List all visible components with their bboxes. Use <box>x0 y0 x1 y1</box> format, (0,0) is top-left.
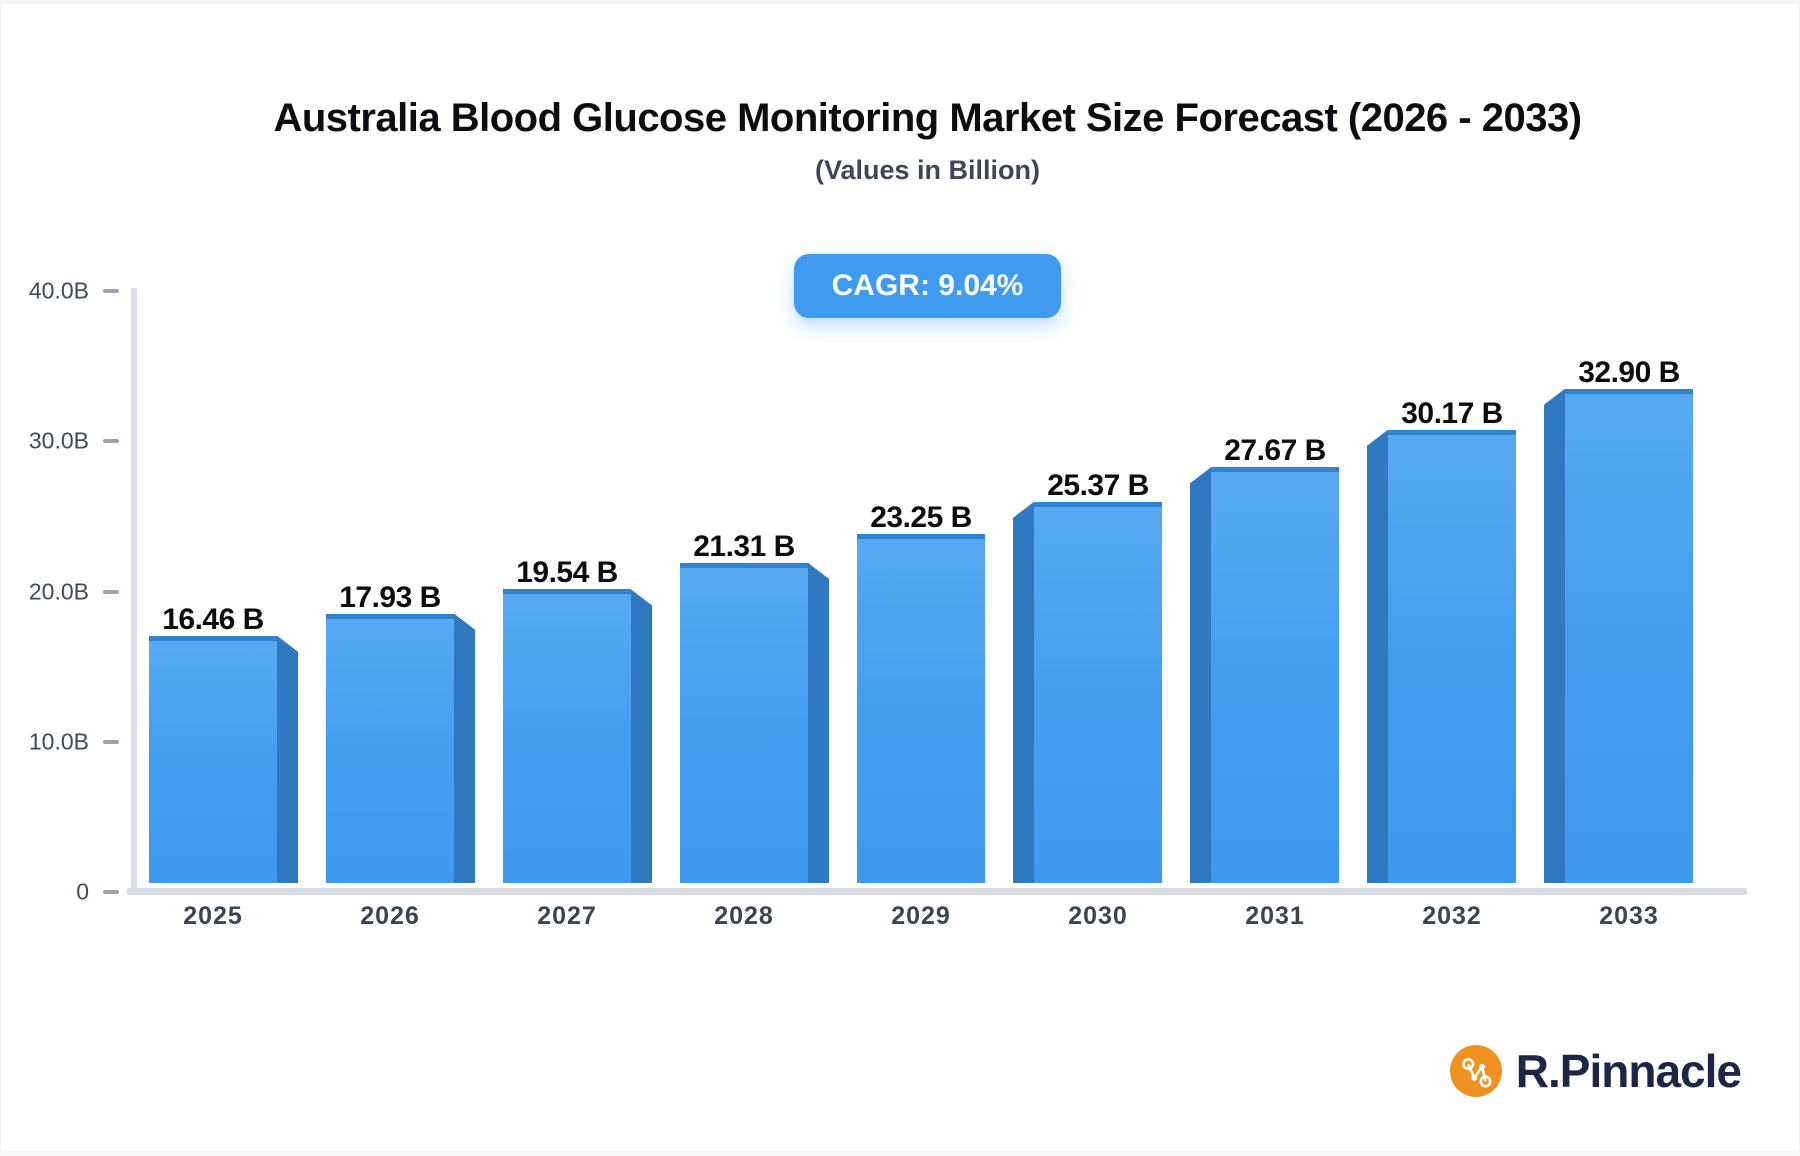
badge-row: CAGR: 9.04% <box>76 254 1779 318</box>
bar-value-label: 30.17 B <box>1401 396 1503 430</box>
bar-front <box>503 589 631 883</box>
bar-front <box>680 562 808 883</box>
bar-value-label: 27.67 B <box>1224 434 1326 468</box>
cagr-badge: CAGR: 9.04% <box>793 254 1062 318</box>
y-tick-label: 40.0B <box>28 277 89 304</box>
x-tick-label: 2032 <box>1422 902 1482 930</box>
x-tick-label: 2029 <box>891 902 951 930</box>
bar-side <box>1190 467 1211 883</box>
x-tick-label: 2028 <box>714 902 774 930</box>
y-tick-label: 0 <box>76 878 89 905</box>
bar-value-label: 32.90 B <box>1578 355 1680 389</box>
bar-value-label: 21.31 B <box>693 529 795 563</box>
bar-side <box>454 613 475 883</box>
x-tick-label: 2027 <box>537 902 597 930</box>
bar-value-label: 23.25 B <box>870 500 972 534</box>
bar-side <box>808 562 829 883</box>
x-tick-label: 2033 <box>1599 902 1659 930</box>
bar-front <box>1211 467 1339 883</box>
bar-front <box>326 613 454 883</box>
chart-header: Australia Blood Glucose Monitoring Marke… <box>76 96 1779 186</box>
bar-front <box>857 533 985 883</box>
x-tick-label: 2025 <box>183 902 243 930</box>
y-tick-dash <box>103 439 119 444</box>
bar-value-label: 25.37 B <box>1047 468 1149 502</box>
y-tick-dash <box>103 739 119 744</box>
network-nodes-icon <box>1449 1045 1502 1097</box>
bar-side <box>277 635 298 883</box>
bar-side <box>1367 429 1388 883</box>
y-tick-label: 10.0B <box>28 728 89 755</box>
bar-front <box>149 635 277 883</box>
bar-value-label: 16.46 B <box>162 602 264 636</box>
bar-chart: 40.0B 30.0B 20.0B 10.0B 0 16.46 B 2025 17.93 B 2… <box>1 4 1799 1151</box>
y-tick-label: 20.0B <box>28 578 89 604</box>
page-title: Australia Blood Glucose Monitoring Marke… <box>273 96 1582 140</box>
page-subtitle: (Values in Billion) <box>814 155 1041 185</box>
y-tick-dash <box>103 890 119 894</box>
brand-logo: R.Pinnacle <box>1449 1044 1742 1098</box>
bar-front <box>1034 501 1162 883</box>
brand-name: R.Pinnacle <box>1515 1045 1742 1097</box>
y-axis-line <box>131 288 137 892</box>
bar-side <box>1544 388 1565 883</box>
bar-side <box>1013 501 1034 883</box>
bar-front <box>1388 429 1516 883</box>
bar-side <box>631 589 652 883</box>
y-tick-dash <box>103 589 119 594</box>
bar-value-label: 17.93 B <box>339 580 441 614</box>
x-tick-label: 2030 <box>1068 902 1128 930</box>
bar-front <box>1565 388 1693 883</box>
bar-value-label: 19.54 B <box>516 556 618 590</box>
y-tick-label: 30.0B <box>28 427 89 454</box>
x-axis-line <box>127 888 1747 895</box>
y-tick-dash <box>103 289 119 293</box>
x-tick-label: 2031 <box>1245 902 1305 930</box>
x-tick-label: 2026 <box>360 902 420 930</box>
